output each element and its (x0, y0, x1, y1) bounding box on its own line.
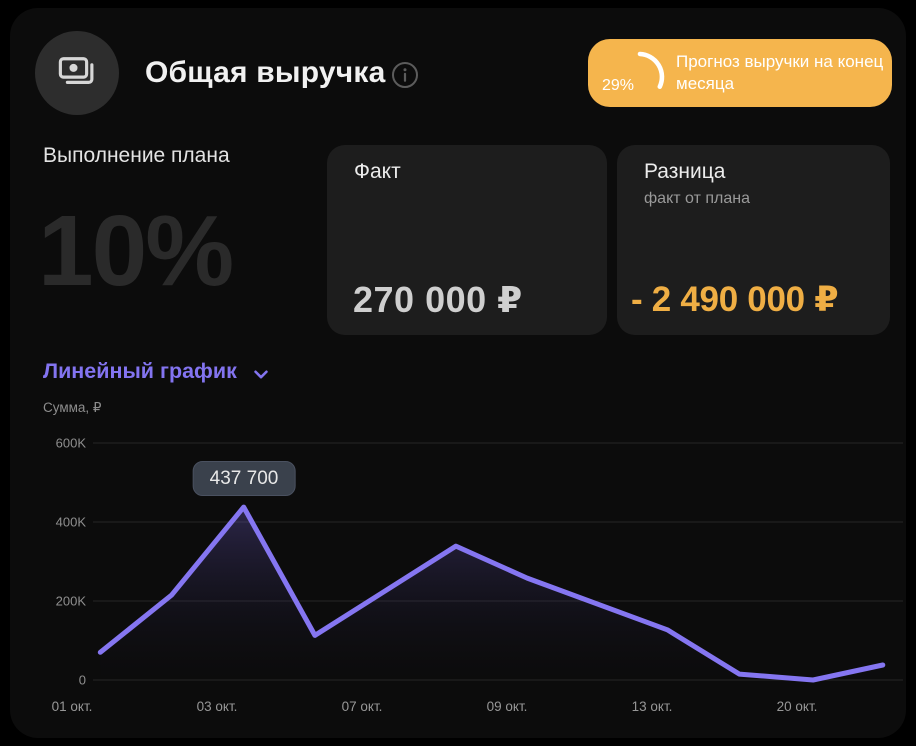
forecast-badge[interactable]: 29% Прогноз выручки на конец месяца (588, 39, 892, 107)
revenue-line (97, 504, 886, 683)
chart-type-dropdown[interactable]: Линейный график (43, 359, 272, 384)
fact-card-value: 270 000 ₽ (353, 279, 523, 320)
difference-card-label: Разница (644, 160, 726, 183)
x-tick-label: 07 окт. (342, 699, 383, 714)
widget-icon-circle (35, 31, 119, 115)
y-tick-label: 600K (56, 436, 87, 451)
forecast-percent: 29% (602, 77, 635, 94)
forecast-progress-arc-icon (600, 41, 670, 107)
chart-tooltip-value: 437 700 (209, 467, 279, 489)
y-axis-unit-label: Сумма, ₽ (43, 400, 102, 415)
fact-card: Факт 270 000 ₽ (327, 145, 607, 335)
fact-card-label: Факт (354, 160, 401, 183)
revenue-line-chart[interactable]: 600K 400K 200K 0 01 окт. 03 окт. 07 окт. 09 окт… (10, 433, 916, 733)
difference-card-value: - 2 490 000 ₽ (631, 280, 839, 319)
plan-fulfillment-percent: 10% (38, 195, 234, 307)
info-icon[interactable] (391, 61, 419, 89)
x-tick-label: 01 окт. (52, 699, 93, 714)
y-tick-label: 200K (56, 594, 87, 609)
x-tick-label: 09 окт. (487, 699, 528, 714)
page-title: Общая выручка (145, 56, 386, 89)
revenue-area-fill (100, 507, 883, 681)
revenue-widget: Общая выручка 29% Прогноз выручки на кон… (10, 8, 906, 738)
forecast-label: Прогноз выручки на конец месяца (676, 52, 884, 94)
x-tick-label: 20 окт. (777, 699, 818, 714)
y-tick-label: 400K (56, 515, 87, 530)
difference-card-sublabel: факт от плана (644, 190, 750, 207)
x-tick-label: 13 окт. (632, 699, 673, 714)
y-tick-label: 0 (79, 673, 86, 688)
banknotes-icon (56, 50, 98, 97)
difference-card: Разница факт от плана - 2 490 000 ₽ (617, 145, 890, 335)
chart-type-label: Линейный график (43, 359, 237, 383)
plan-fulfillment-label: Выполнение плана (43, 144, 230, 167)
x-tick-label: 03 окт. (197, 699, 238, 714)
chevron-down-icon (250, 364, 272, 384)
chart-tooltip: 437 700 (192, 461, 296, 496)
chart-area[interactable]: 600K 400K 200K 0 01 окт. 03 окт. 07 окт. 09 окт… (10, 433, 916, 733)
